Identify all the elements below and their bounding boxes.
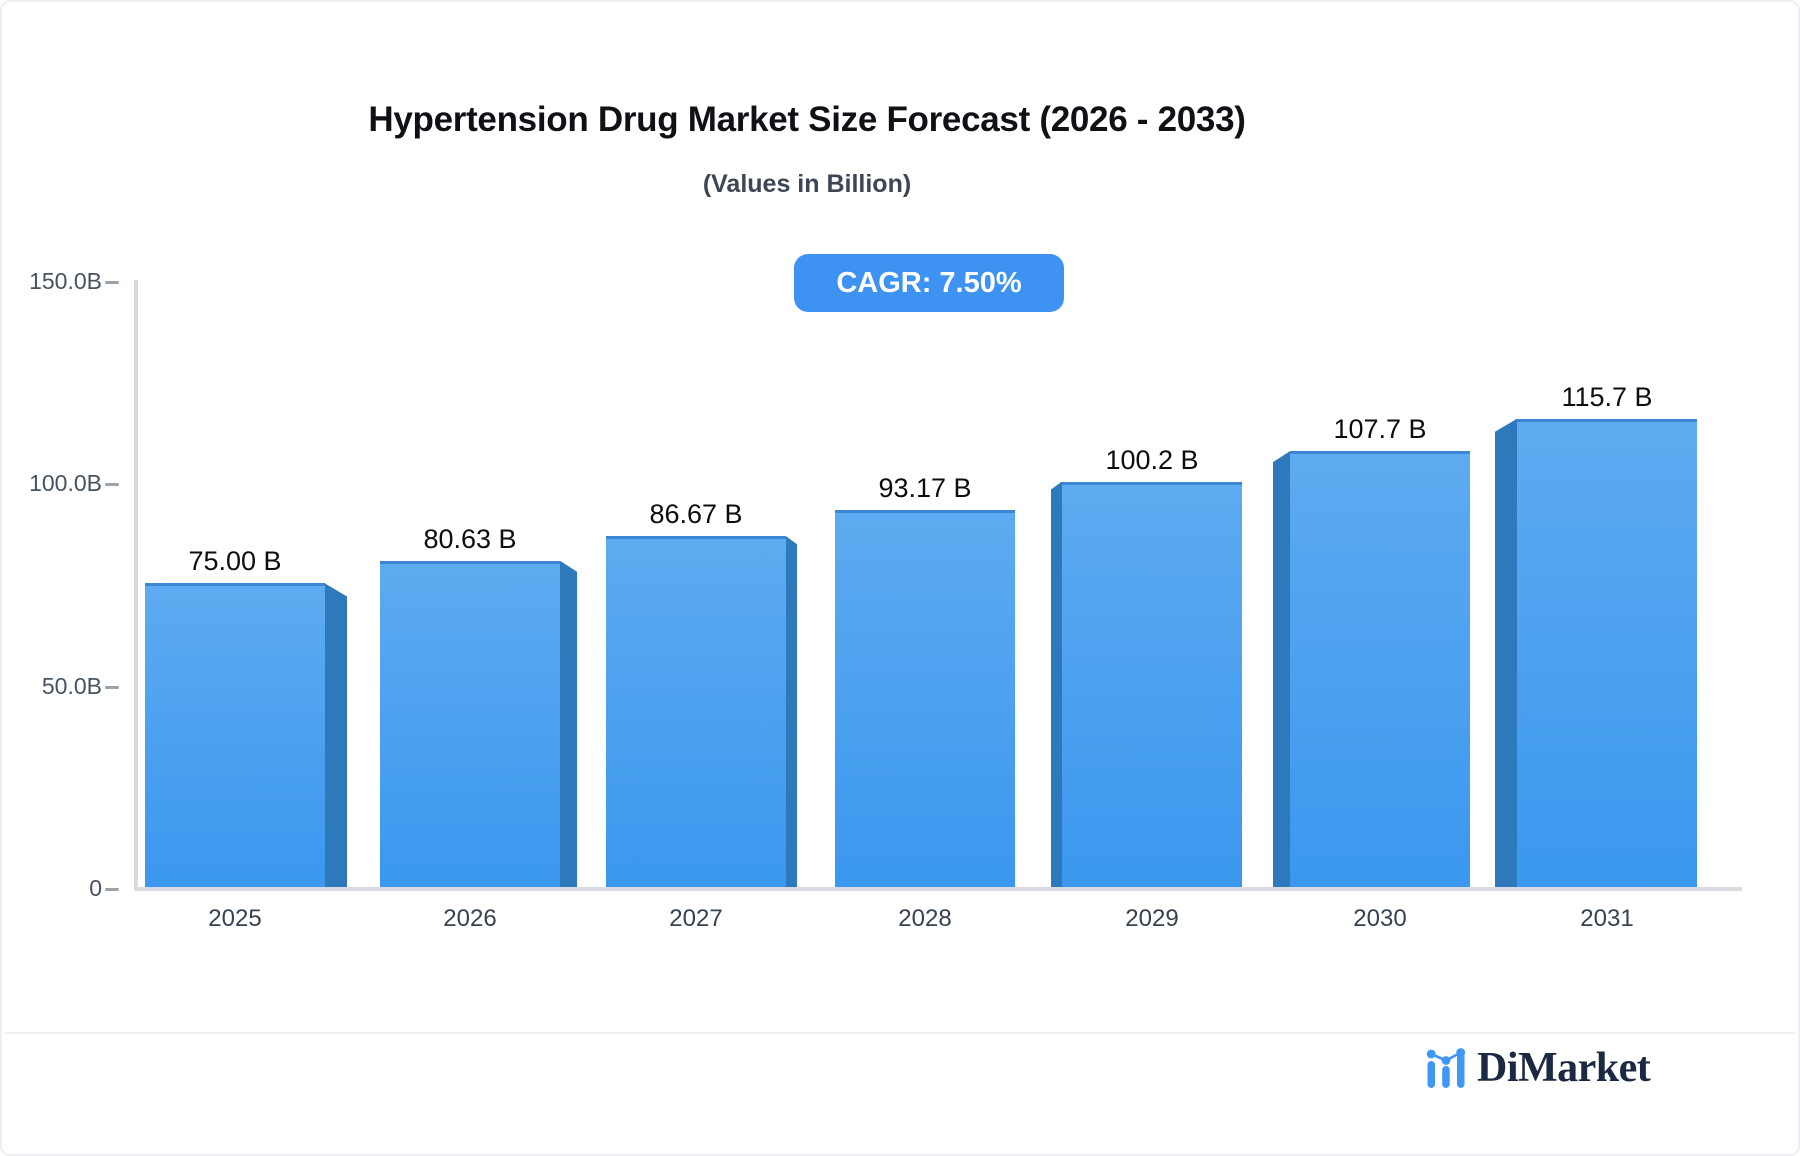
- y-axis-line: [134, 280, 138, 891]
- bar-2031[interactable]: [1517, 418, 1697, 887]
- y-tick-mark: [105, 280, 119, 284]
- x-tick-label-2029: 2029: [1125, 905, 1179, 932]
- value-label-2026: 80.63 B: [423, 523, 517, 554]
- cagr-badge: CAGR: 7.50%: [794, 254, 1064, 312]
- y-tick-label-100.0B: 100.0B: [29, 470, 102, 497]
- y-tick-mark: [105, 888, 119, 891]
- value-label-2027: 86.67 B: [649, 499, 743, 530]
- bar-side-panel-2031: [1495, 418, 1517, 887]
- chart-subtitle: (Values in Billion): [702, 170, 912, 198]
- bar-2029[interactable]: [1062, 481, 1242, 887]
- bar-side-panel-2029: [1051, 481, 1062, 887]
- value-label-2025: 75.00 B: [188, 546, 282, 577]
- value-label-2031: 115.7 B: [1561, 381, 1653, 412]
- bar-2025[interactable]: [145, 583, 325, 887]
- y-tick-mark: [105, 483, 119, 487]
- x-tick-label-2031: 2031: [1580, 905, 1634, 932]
- chart-title: Hypertension Drug Market Size Forecast (…: [368, 100, 1246, 139]
- bar-2027[interactable]: [606, 536, 786, 887]
- y-tick-label-50.0B: 50.0B: [41, 672, 102, 699]
- bar-side-panel-2025: [325, 583, 347, 887]
- footer-divider: [4, 1032, 1796, 1034]
- dimarket-logo-text: DiMarket: [1477, 1045, 1651, 1091]
- bar-side-panel-2030: [1273, 451, 1290, 887]
- value-label-2030: 107.7 B: [1333, 414, 1427, 445]
- value-label-2028: 93.17 B: [878, 472, 972, 503]
- x-tick-label-2025: 2025: [208, 905, 262, 932]
- y-tick-mark: [105, 685, 119, 689]
- bar-2030[interactable]: [1290, 451, 1470, 887]
- bar-side-panel-2026: [560, 560, 577, 887]
- bar-2026[interactable]: [380, 560, 560, 887]
- x-axis-line: [134, 887, 1742, 891]
- x-tick-label-2028: 2028: [898, 905, 952, 932]
- x-tick-label-2026: 2026: [443, 905, 497, 932]
- dimarket-logo-icon: [1426, 1048, 1466, 1088]
- bar-2028[interactable]: [835, 509, 1015, 887]
- y-tick-label-0: 0: [89, 875, 102, 901]
- y-tick-label-150.0B: 150.0B: [29, 267, 102, 294]
- x-tick-label-2030: 2030: [1353, 905, 1407, 932]
- dimarket-logo: DiMarket: [1426, 1044, 1651, 1092]
- value-label-2029: 100.2 B: [1105, 444, 1199, 475]
- x-tick-label-2027: 2027: [669, 905, 723, 932]
- bar-side-panel-2027: [786, 536, 797, 887]
